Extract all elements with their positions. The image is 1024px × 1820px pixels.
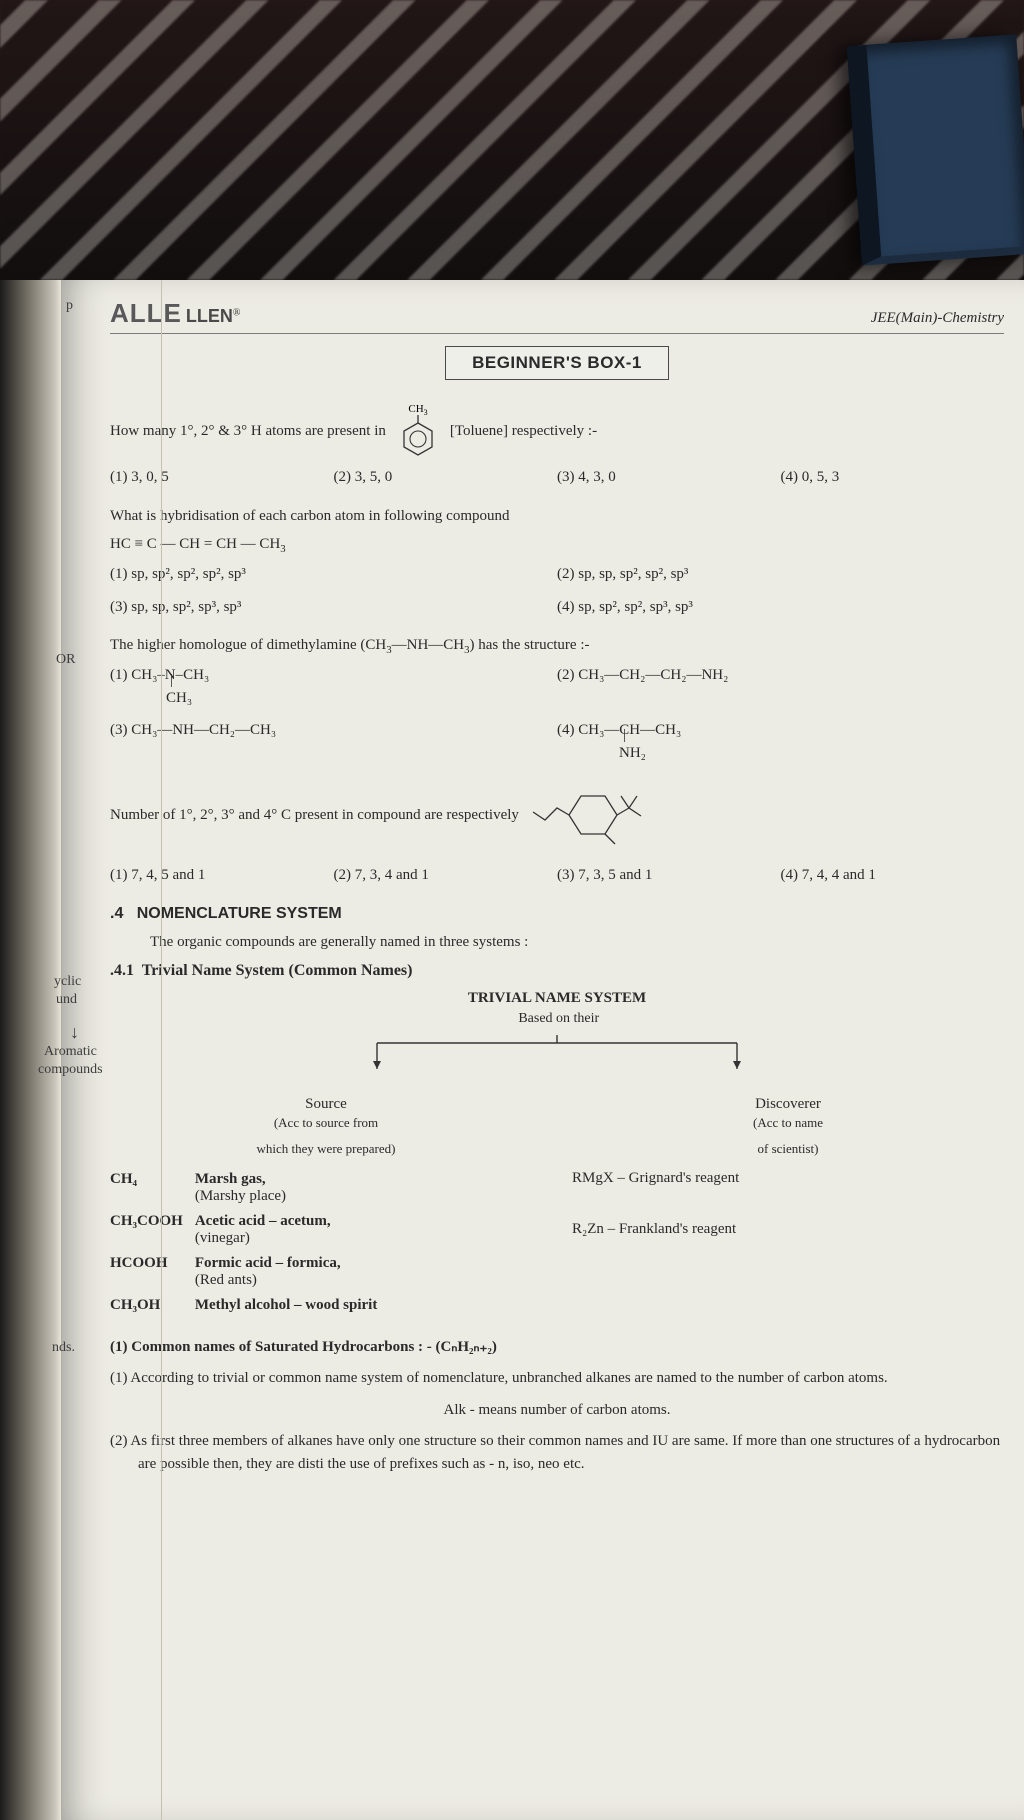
q2-opt1: (1) sp, sp², sp², sp², sp³ <box>110 563 557 586</box>
toluene-structure-icon: CH3 <box>394 402 442 460</box>
question-2: What is hybridisation of each carbon ato… <box>110 505 1004 619</box>
header-right: JEE(Main)-Chemistry <box>871 310 1004 327</box>
tns-branch-diagram <box>110 1035 1004 1086</box>
q3-prompt-b: —NH—CH <box>392 637 465 653</box>
tns-source-col: Source (Acc to source from which they we… <box>110 1096 542 1318</box>
tns-disc-sub-b: of scientist) <box>572 1141 1004 1157</box>
margin-text-compounds: compounds <box>38 1062 103 1078</box>
margin-arrow-icon: ↓ <box>70 1022 79 1043</box>
triv-n-2: Formic acid – formica, <box>195 1255 341 1271</box>
page-header: ALLE LLEN® JEE(Main)-Chemistry <box>110 298 1004 334</box>
triv-n-3: Methyl alcohol – wood spirit <box>195 1297 378 1313</box>
q3-opt4-line2: NH₂ <box>619 745 646 761</box>
blue-book-corner <box>847 34 1024 265</box>
triv-n-0: Marsh gas, <box>195 1171 266 1187</box>
triv-s-1: (vinegar) <box>195 1230 250 1246</box>
triv-s-0: (Marshy place) <box>195 1188 286 1204</box>
section-4-heading: .4 NOMENCLATURE SYSTEM <box>110 905 1004 923</box>
margin-text-und: und <box>56 992 77 1008</box>
box-title: BEGINNER'S BOX-1 <box>445 346 669 380</box>
q4-prompt: Number of 1°, 2°, 3° and 4° C present in… <box>110 804 519 827</box>
q1-opt4: (4) 0, 5, 3 <box>781 466 1005 489</box>
q4-opt4: (4) 7, 4, 4 and 1 <box>781 864 1005 887</box>
box-title-wrap: BEGINNER'S BOX-1 <box>110 346 1004 380</box>
q1-opt3: (3) 4, 3, 0 <box>557 466 781 489</box>
q4-opt3: (3) 7, 3, 5 and 1 <box>557 864 781 887</box>
tns-disc-ex1: RMgX – Grignard's reagent <box>572 1167 1004 1190</box>
page-wrap: p OR yclic und ↓ Aromatic compounds nds.… <box>0 280 1024 1820</box>
question-3: The higher homologue of dimethylamine (C… <box>110 634 1004 764</box>
q2-opt4: (4) sp, sp², sp², sp³, sp³ <box>557 596 1004 619</box>
q2-prompt: What is hybridisation of each carbon ato… <box>110 505 1004 528</box>
triv-s-2: (Red ants) <box>195 1272 257 1288</box>
section-4-title: NOMENCLATURE SYSTEM <box>137 905 342 922</box>
tns-heading: TRIVIAL NAME SYSTEM <box>110 990 1004 1007</box>
q3-opt1-line2: CH₃ <box>166 690 192 706</box>
common-p1-center: Alk - means number of carbon atoms. <box>110 1399 1004 1422</box>
svg-text:CH3: CH3 <box>408 403 427 417</box>
brand-reg-icon: ® <box>233 308 241 319</box>
q3-opt1: (1) CH₃–N–CH₃ | CH₃ <box>110 664 557 709</box>
q3-prompt-c: ) has the structure :- <box>470 637 590 653</box>
q3-opt2: (2) CH₃—CH₂—CH₂—NH₂ <box>557 664 1004 709</box>
q4-opt2: (2) 7, 3, 4 and 1 <box>334 864 558 887</box>
q2-opt2: (2) sp, sp, sp², sp², sp³ <box>557 563 1004 586</box>
margin-text-aromatic: Aromatic <box>44 1044 97 1060</box>
common-p1: (1) According to trivial or common name … <box>110 1367 1004 1390</box>
section-4-intro: The organic compounds are generally name… <box>150 931 1004 954</box>
tns-two-columns: Source (Acc to source from which they we… <box>110 1096 1004 1318</box>
q3-opt3: (3) CH₃—NH—CH₂—CH₃ <box>110 719 557 764</box>
margin-text-or: OR <box>56 652 75 668</box>
tns-disc-sub-a: (Acc to name <box>572 1115 1004 1131</box>
question-1: How many 1°, 2° & 3° H atoms are present… <box>110 402 1004 489</box>
branched-cyclohexane-icon <box>529 780 659 850</box>
common-p2: (2) As first three members of alkanes ha… <box>110 1430 1004 1477</box>
margin-text-yclic: yclic <box>54 974 81 990</box>
section-4-1-heading: .4.1 Trivial Name System (Common Names) <box>110 962 1004 980</box>
brand-small: LLEN <box>186 306 233 326</box>
question-4: Number of 1°, 2°, 3° and 4° C present in… <box>110 780 1004 887</box>
triv-n-1: Acetic acid – acetum, <box>195 1213 331 1229</box>
q1-opt2: (2) 3, 5, 0 <box>334 466 558 489</box>
tns-discoverer-col: Discoverer (Acc to name of scientist) RM… <box>572 1096 1004 1318</box>
tns-disc-head: Discoverer <box>572 1096 1004 1113</box>
margin-text-p: p <box>66 298 73 314</box>
q3-opt1-line1: (1) CH₃–N–CH₃ <box>110 664 557 687</box>
q2-opt3: (3) sp, sp, sp², sp³, sp³ <box>110 596 557 619</box>
q3-opt4: (4) CH₃—CH—CH₃ | NH₂ <box>557 719 1004 764</box>
common-heading: (1) Common names of Saturated Hydrocarbo… <box>110 1336 1004 1359</box>
section-4-1-title: Trivial Name System (Common Names) <box>142 962 413 979</box>
tns-source-sub-b: which they were prepared) <box>110 1141 542 1157</box>
tns-disc-ex2: R₂Zn – Frankland's reagent <box>572 1218 1004 1241</box>
tns-based: Based on their <box>110 1011 1004 1027</box>
tns-source-sub-a: (Acc to source from <box>110 1115 542 1131</box>
margin-text-nds: nds. <box>52 1340 75 1356</box>
q1-prompt-b: [Toluene] respectively :- <box>450 420 597 443</box>
tns-source-head: Source <box>110 1096 542 1113</box>
page: p OR yclic und ↓ Aromatic compounds nds.… <box>62 280 1024 1820</box>
q2-formula-sub: 3 <box>280 543 285 555</box>
